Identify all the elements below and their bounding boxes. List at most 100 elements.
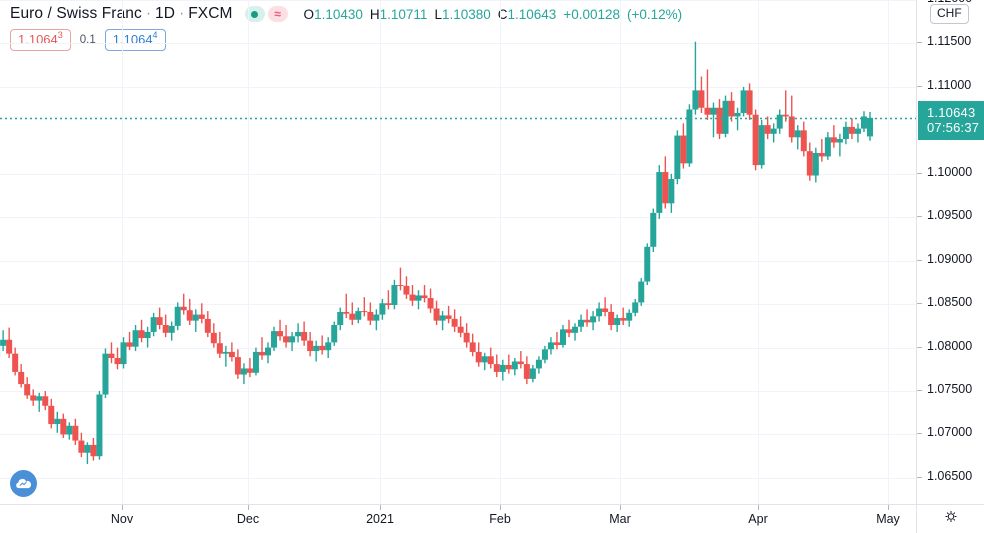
candle	[54, 411, 61, 433]
candle-body	[168, 325, 175, 333]
candle	[216, 331, 223, 359]
candle	[66, 422, 73, 440]
candle	[204, 311, 211, 338]
candle	[818, 139, 825, 162]
candle	[198, 303, 205, 324]
time-tick-dash	[122, 505, 123, 510]
candle-body	[547, 342, 554, 350]
gear-icon[interactable]	[943, 509, 958, 529]
candle-body	[794, 130, 801, 138]
candle-body	[42, 396, 49, 406]
candle	[602, 297, 609, 317]
series-visibility-icon[interactable]	[244, 6, 265, 22]
candle	[319, 335, 326, 355]
candle-body	[710, 107, 717, 115]
candle	[463, 323, 470, 348]
candle-body	[692, 90, 699, 110]
candle-body	[499, 364, 506, 372]
ohlc-high-value: 1.10711	[379, 6, 428, 22]
candle	[728, 92, 735, 122]
candle-body	[433, 308, 440, 321]
scale-settings-corner[interactable]	[916, 504, 984, 533]
candle	[590, 311, 597, 331]
candle-body	[373, 314, 380, 321]
ohlc-high: H1.10711	[370, 7, 428, 22]
candle-body	[541, 349, 548, 360]
candle	[156, 307, 163, 330]
candle-body	[535, 359, 542, 369]
candle-body	[186, 310, 193, 321]
candle	[222, 345, 229, 367]
time-tick-dash	[888, 505, 889, 510]
time-scale[interactable]: Nov Dec 2021 Feb Mar Apr May	[0, 504, 984, 533]
price-change: +0.00128	[563, 6, 621, 22]
candle	[776, 109, 783, 134]
candle	[265, 342, 271, 364]
candle	[559, 324, 566, 348]
candle	[24, 377, 31, 399]
current-price-badge[interactable]: 1.10643 07:56:37	[918, 100, 984, 140]
candle	[331, 321, 338, 346]
candle-body	[283, 336, 290, 343]
price-scale[interactable]: 1.12000 1.11500 1.11000 1.10000 1.09500 1.090…	[916, 0, 984, 504]
candle-body	[325, 342, 332, 351]
candle	[493, 354, 500, 378]
candle-body	[403, 285, 410, 295]
candle	[806, 142, 813, 181]
ohlc-close: C1.10643	[498, 7, 557, 22]
candle-body	[361, 311, 368, 313]
symbol-title[interactable]: Euro / Swiss Franc	[10, 5, 142, 22]
price-tick-dash	[917, 85, 922, 87]
candle-body	[656, 172, 663, 213]
candle-body	[319, 345, 326, 351]
candle	[686, 104, 693, 167]
candle	[277, 319, 284, 341]
ohlc-open-label: O	[303, 6, 315, 22]
candle-body	[740, 90, 747, 113]
candle	[644, 243, 651, 286]
candle-body	[523, 364, 530, 379]
price-tick-dash	[917, 172, 922, 174]
price-tick-label: 1.08000	[927, 338, 973, 353]
candle	[42, 391, 49, 411]
candle	[114, 347, 121, 370]
candle	[252, 347, 259, 376]
currency-badge[interactable]: CHF	[930, 4, 969, 24]
candle	[391, 279, 398, 310]
bar-countdown: 07:56:37	[927, 119, 980, 135]
interval-label[interactable]: 1D	[155, 5, 176, 22]
candle-body	[96, 394, 103, 457]
price-tick-label: 1.07000	[927, 425, 973, 440]
candle	[632, 298, 639, 317]
candle-body	[258, 351, 265, 356]
candle	[409, 285, 416, 306]
price-tick-dash	[917, 433, 922, 435]
candle	[451, 309, 458, 332]
candle	[72, 418, 79, 445]
candle	[848, 118, 855, 140]
candle	[96, 391, 103, 460]
candle	[469, 333, 476, 357]
chart-plot-area[interactable]	[0, 0, 916, 504]
candle-body	[632, 302, 639, 313]
candle-body	[210, 332, 217, 344]
candle-body	[337, 311, 344, 325]
candle	[770, 123, 777, 143]
candle-body	[36, 396, 43, 401]
candle	[289, 331, 296, 352]
chart-legend: Euro / Swiss Franc · 1D · FXCM ≈ O1.1043…	[10, 2, 682, 26]
candle-body	[367, 311, 374, 321]
candle	[397, 267, 404, 291]
candle	[385, 290, 392, 310]
candle-body	[12, 353, 19, 372]
exchange-label[interactable]: FXCM	[188, 5, 233, 22]
wave-indicator-icon[interactable]: ≈	[267, 6, 288, 22]
candle-body	[132, 330, 139, 347]
candle	[566, 319, 572, 338]
candle	[457, 316, 464, 338]
candle-body	[596, 308, 603, 317]
price-tick-label: 1.11000	[927, 77, 972, 92]
tradingview-logo[interactable]	[10, 470, 37, 497]
candle-body	[638, 281, 645, 303]
candle	[842, 121, 849, 145]
